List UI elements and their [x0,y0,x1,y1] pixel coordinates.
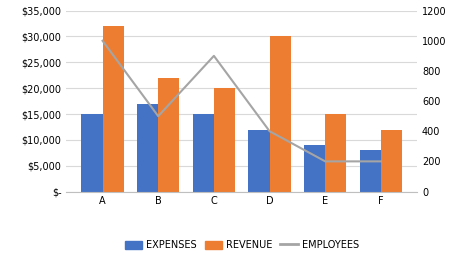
Bar [381,130,402,192]
Bar [325,114,346,192]
Bar [102,26,124,192]
Bar [360,150,381,192]
Bar [158,78,179,192]
Bar [82,114,102,192]
Bar [304,145,325,192]
Bar [193,114,214,192]
Bar [214,88,235,192]
Bar [270,36,291,192]
Bar [137,104,158,192]
Bar [248,130,270,192]
Legend: EXPENSES, REVENUE, EMPLOYEES: EXPENSES, REVENUE, EMPLOYEES [121,236,363,254]
